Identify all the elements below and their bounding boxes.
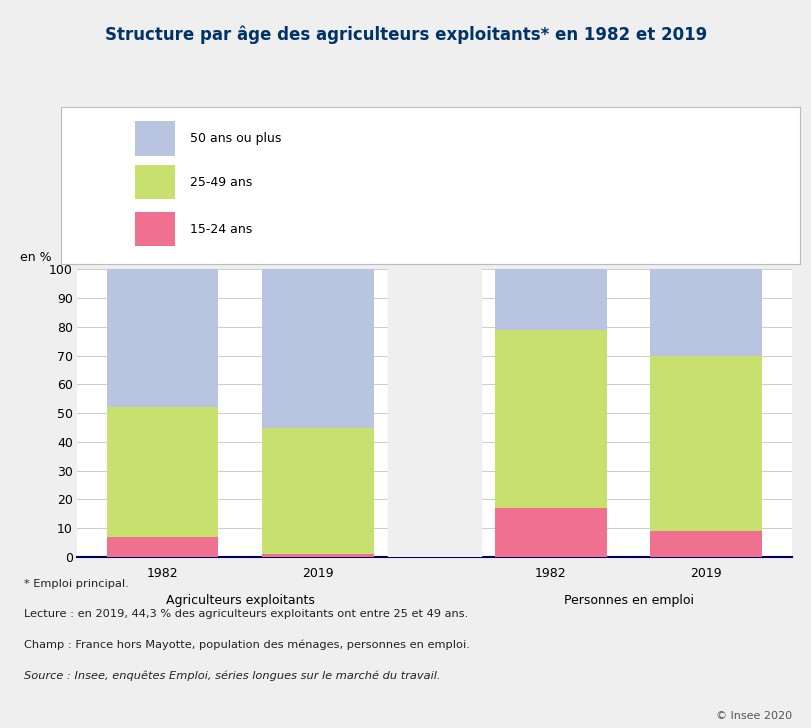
Text: Champ : France hors Mayotte, population des ménages, personnes en emploi.: Champ : France hors Mayotte, population … [24,640,470,650]
Text: Lecture : en 2019, 44,3 % des agriculteurs exploitants ont entre 25 et 49 ans.: Lecture : en 2019, 44,3 % des agriculteu… [24,609,468,620]
Bar [262,427,373,554]
Text: Source : Insee, enquêtes Emploi, séries longues sur le marché du travail.: Source : Insee, enquêtes Emploi, séries … [24,670,440,681]
Bar [106,408,218,537]
Text: 50 ans ou plus: 50 ans ou plus [190,132,281,145]
Bar [135,121,175,156]
Bar [495,269,606,330]
Text: 25-49 ans: 25-49 ans [190,175,252,189]
Bar [262,554,373,557]
Bar [262,269,373,427]
Text: Agriculteurs exploitants: Agriculteurs exploitants [165,594,315,607]
Text: Personnes en emploi: Personnes en emploi [563,594,693,607]
Text: © Insee 2020: © Insee 2020 [714,711,791,721]
Bar [495,508,606,557]
Bar [495,330,606,508]
Text: en %: en % [20,250,52,264]
Text: Structure par âge des agriculteurs exploitants* en 1982 et 2019: Structure par âge des agriculteurs explo… [105,25,706,44]
Bar [650,356,762,531]
Bar [106,269,218,408]
Bar [106,537,218,557]
Text: * Emploi principal.: * Emploi principal. [24,579,129,589]
Bar [650,531,762,557]
Bar [135,212,175,246]
Bar [650,269,762,356]
Bar [135,165,175,199]
Text: 15-24 ans: 15-24 ans [190,223,252,236]
Bar [388,269,480,557]
